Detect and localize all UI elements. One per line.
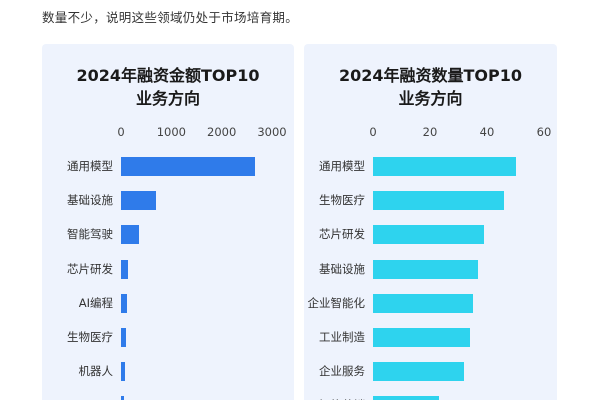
category-label: 芯片研发: [67, 261, 113, 276]
bar-row: 智能驾驶: [42, 225, 294, 245]
category-label: 基础设施: [67, 193, 113, 208]
data-bar: [373, 396, 439, 400]
data-bar: [121, 293, 127, 313]
bar-row: 企业服务: [304, 362, 557, 382]
data-bar: [373, 259, 479, 279]
category-label: 芯片研发: [319, 227, 365, 242]
category-label: 通用模型: [319, 159, 365, 173]
x-tick-label: 20: [422, 125, 438, 139]
category-label: 生物医疗: [67, 330, 113, 344]
category-label: 智能驾驶: [67, 227, 113, 242]
x-axis: 0 1000 2000 3000: [42, 125, 294, 141]
bar-row: [42, 396, 294, 400]
x-tick-label: 0: [369, 125, 377, 139]
x-axis: 0 20 40 60: [304, 125, 557, 141]
x-tick-label: 60: [536, 125, 552, 139]
data-bar: [121, 362, 125, 382]
funding-count-chart: 2024年融资数量TOP10 业务方向 0 20 40 60 通用模型生物医疗芯片研发…: [304, 44, 557, 400]
x-tick-label: 2000: [207, 125, 237, 139]
data-bar: [373, 293, 473, 313]
category-label: AI编程: [78, 295, 113, 310]
data-bar: [121, 225, 140, 245]
category-label: 智能营销: [319, 397, 365, 400]
bar-row: 机器人: [42, 362, 294, 382]
category-label: 企业服务: [319, 364, 365, 379]
data-bar: [121, 328, 126, 347]
bar-row: 工业制造: [304, 328, 557, 348]
chart-title: 2024年融资数量TOP10 业务方向: [304, 64, 557, 110]
chart-title-line-2: 业务方向: [398, 89, 463, 108]
x-tick-label: 0: [117, 125, 125, 139]
data-bar: [121, 157, 256, 176]
data-bar: [373, 362, 465, 382]
chart-title-line-1: 2024年融资数量TOP10: [338, 66, 523, 85]
chart-title: 2024年融资金额TOP10 业务方向: [42, 64, 294, 110]
bar-row: 智能营销: [304, 396, 557, 400]
data-bar: [373, 157, 516, 176]
x-tick-label: 40: [479, 125, 495, 139]
funding-amount-chart: 2024年融资金额TOP10 业务方向 0 1000 2000 3000 通用模型基础…: [42, 44, 294, 400]
data-bar: [373, 191, 505, 211]
bar-row: 生物医疗: [42, 328, 294, 348]
bar-row: 通用模型: [42, 157, 294, 177]
category-label: 通用模型: [67, 159, 113, 173]
bar-row: 基础设施: [304, 259, 557, 280]
bar-row: AI编程: [42, 293, 294, 314]
category-label: 基础设施: [319, 261, 365, 276]
bar-row: 芯片研发: [304, 225, 557, 245]
chart-title-line-2: 业务方向: [135, 89, 200, 108]
chart-title-line-1: 2024年融资金额TOP10: [76, 66, 260, 85]
bar-row: 芯片研发: [42, 259, 294, 280]
data-bar: [121, 191, 156, 211]
data-bar: [121, 396, 124, 400]
category-label: 企业智能化: [307, 295, 366, 310]
bar-row: 生物医疗: [304, 191, 557, 211]
data-bar: [373, 328, 470, 347]
intro-text: 数量不少，说明这些领域仍处于市场培育期。: [42, 10, 299, 25]
category-label: 工业制造: [319, 330, 365, 344]
data-bar: [373, 225, 485, 245]
x-tick-label: 3000: [257, 125, 287, 139]
data-bar: [121, 259, 129, 279]
bar-row: 基础设施: [42, 191, 294, 211]
x-tick-label: 1000: [156, 125, 186, 139]
category-label: 机器人: [78, 364, 114, 379]
category-label: 生物医疗: [319, 193, 365, 208]
bar-row: 企业智能化: [304, 293, 557, 314]
bar-row: 通用模型: [304, 157, 557, 177]
